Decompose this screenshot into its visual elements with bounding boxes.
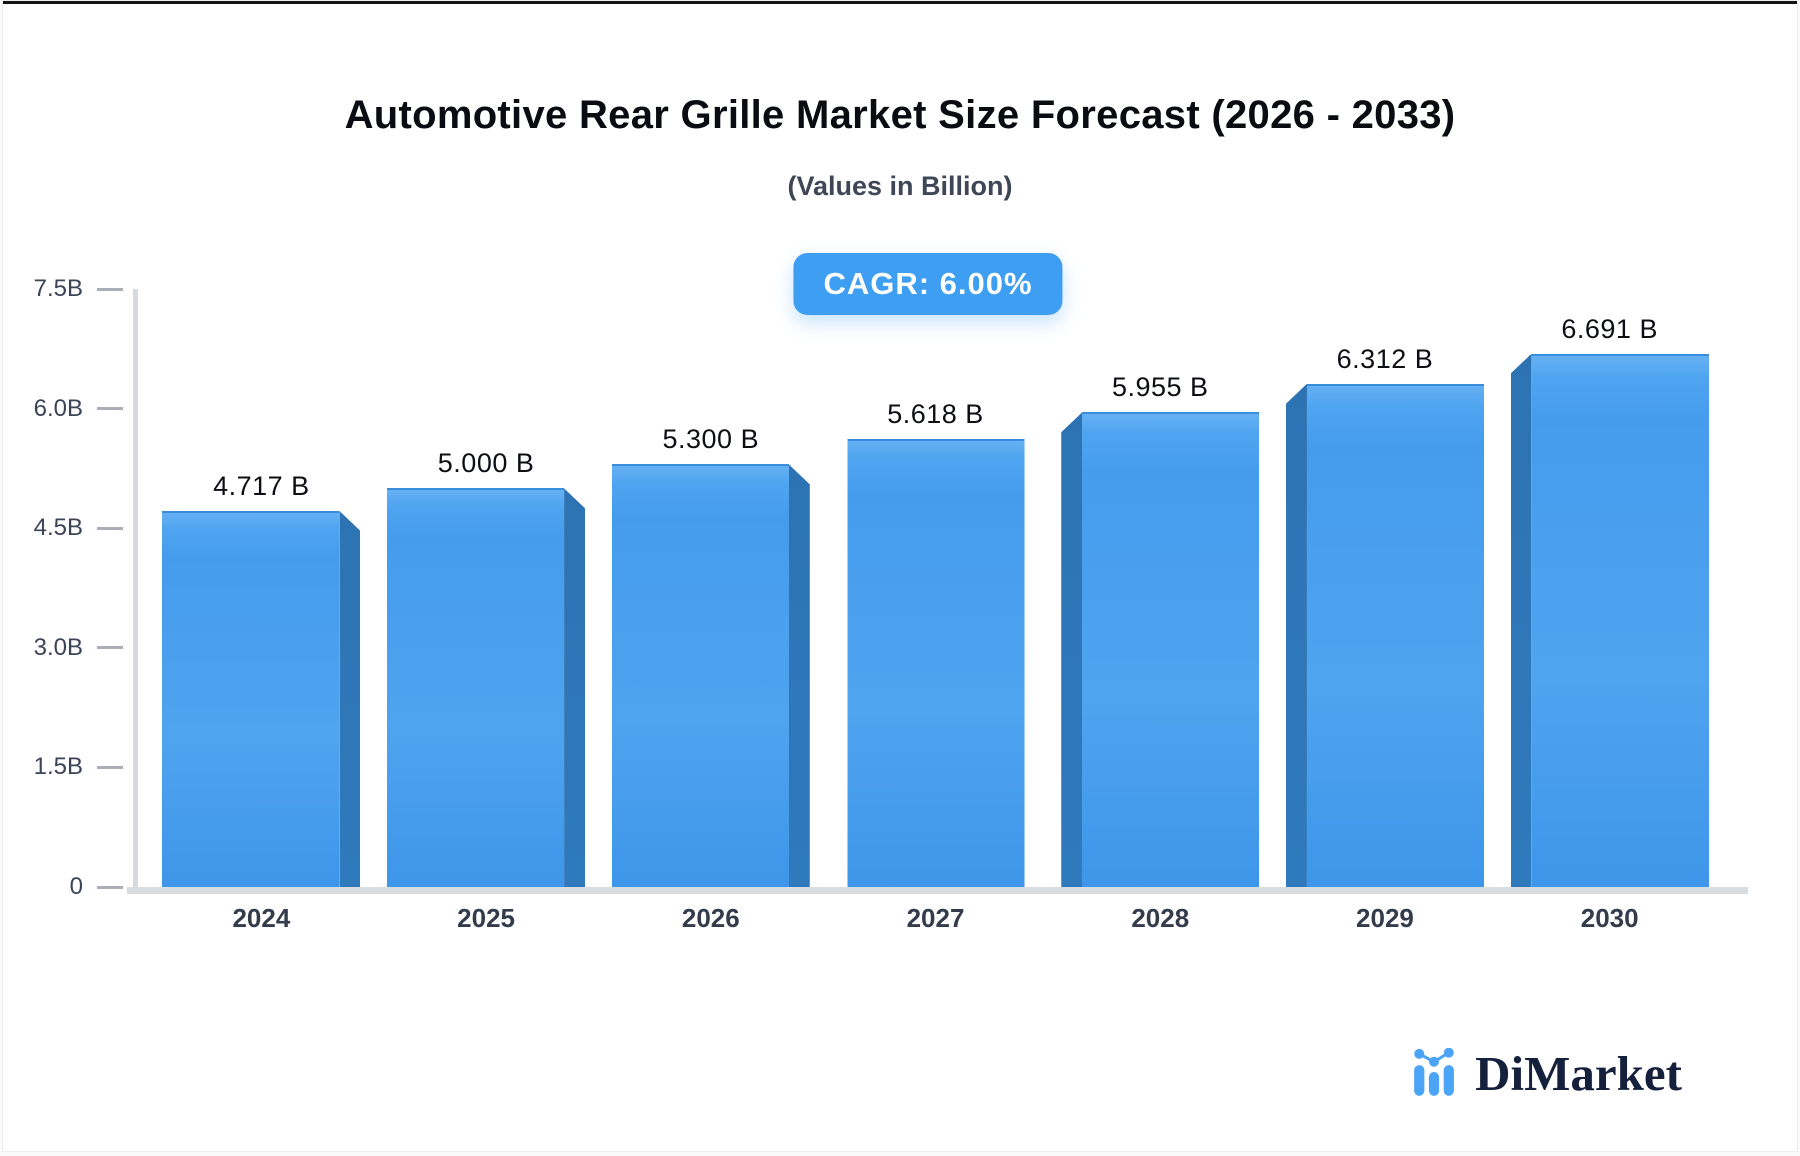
bar-3d-side bbox=[1061, 412, 1083, 887]
dimarket-logo-icon bbox=[1414, 1048, 1455, 1096]
x-axis-label: 2026 bbox=[681, 903, 740, 933]
bar-slot-2030: 6.691 B 2030 bbox=[1497, 289, 1722, 933]
bar-face[interactable] bbox=[847, 439, 1025, 887]
bar-2024[interactable]: 4.717 B bbox=[162, 471, 361, 887]
x-axis-label: 2029 bbox=[1356, 903, 1414, 933]
cagr-badge: CAGR: 6.00% bbox=[793, 253, 1063, 315]
tick-dash bbox=[97, 646, 123, 650]
bar-value-label: 5.300 B bbox=[662, 424, 760, 455]
bar-value-label: 5.000 B bbox=[437, 448, 535, 479]
plot-area: 7.5B 6.0B 4.5B 3.0B 1.5B 0 4.717 B bbox=[34, 277, 1748, 933]
bar-slot-2024: 4.717 B 2024 bbox=[149, 289, 374, 933]
bar-2028[interactable]: 5.955 B bbox=[1061, 372, 1260, 887]
bar-face[interactable] bbox=[1306, 383, 1484, 887]
bar-face[interactable] bbox=[387, 488, 565, 887]
tick-dash bbox=[97, 287, 123, 291]
brand-name: DiMarket bbox=[1475, 1045, 1682, 1101]
x-axis-label: 2028 bbox=[1131, 903, 1190, 933]
bar-slot-2025: 5.000 B 2025 bbox=[374, 289, 599, 933]
tick-dash bbox=[97, 765, 123, 769]
bar-2026[interactable]: 5.300 B bbox=[611, 424, 810, 887]
bar-value-label: 6.691 B bbox=[1561, 313, 1658, 344]
bar-3d-side bbox=[788, 464, 810, 887]
x-axis-label: 2027 bbox=[906, 903, 965, 933]
bar-2025[interactable]: 5.000 B bbox=[387, 448, 586, 887]
tick-dash bbox=[97, 526, 123, 530]
chart-title: Automotive Rear Grille Market Size Forec… bbox=[344, 93, 1456, 137]
bar-3d-side bbox=[339, 510, 361, 887]
x-axis-label: 2025 bbox=[457, 903, 515, 933]
bar-2029[interactable]: 6.312 B bbox=[1285, 344, 1484, 887]
x-axis-label: 2030 bbox=[1580, 903, 1639, 933]
y-axis-line bbox=[133, 289, 138, 887]
tick-dash bbox=[97, 885, 123, 889]
x-axis-line bbox=[127, 887, 1748, 894]
top-border bbox=[3, 1, 1797, 4]
bar-slot-2027: 5.618 B 2027 bbox=[823, 289, 1048, 933]
bar-2030[interactable]: 6.691 B bbox=[1510, 314, 1709, 887]
bar-face[interactable] bbox=[1531, 353, 1709, 887]
bar-value-label: 5.618 B bbox=[887, 399, 984, 430]
bar-value-label: 4.717 B bbox=[213, 470, 310, 501]
bar-3d-side bbox=[564, 488, 586, 887]
bar-face[interactable] bbox=[611, 464, 789, 887]
bar-3d-side bbox=[1285, 383, 1307, 887]
chart-subtitle: (Values in Billion) bbox=[787, 171, 1013, 201]
bars-track: 4.717 B 2024 5.000 B 2025 5.300 B bbox=[149, 289, 1722, 933]
bar-slot-2026: 5.300 B 2026 bbox=[598, 289, 823, 933]
x-axis-label: 2024 bbox=[232, 903, 291, 933]
bar-value-label: 6.312 B bbox=[1336, 343, 1434, 374]
bar-3d-side bbox=[1510, 353, 1532, 887]
dimarket-brand: DiMarket bbox=[1413, 1045, 1682, 1101]
bar-value-label: 5.955 B bbox=[1111, 372, 1209, 403]
bar-face[interactable] bbox=[1082, 412, 1260, 887]
bar-face[interactable] bbox=[162, 510, 340, 887]
tick-dash bbox=[97, 407, 123, 411]
bar-slot-2029: 6.312 B 2029 bbox=[1273, 289, 1498, 933]
bar-2027[interactable]: 5.618 B bbox=[847, 399, 1025, 887]
bar-slot-2028: 5.955 B 2028 bbox=[1048, 289, 1273, 933]
